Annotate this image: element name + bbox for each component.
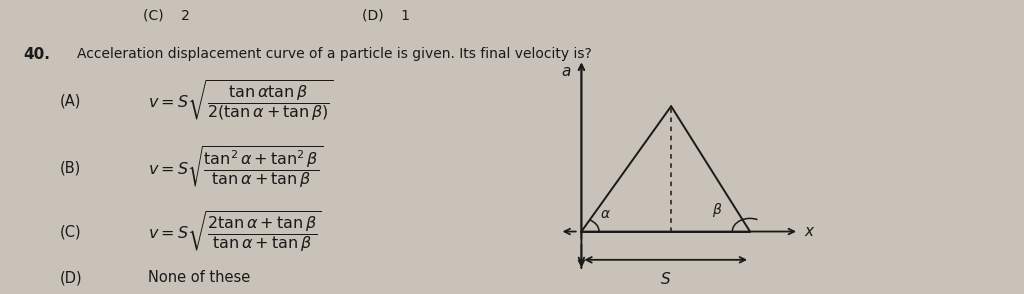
Text: $v=S\sqrt{\dfrac{\tan^2\alpha+\tan^2\beta}{\tan\alpha+\tan\beta}}$: $v=S\sqrt{\dfrac{\tan^2\alpha+\tan^2\bet… [148, 145, 324, 190]
Text: a: a [561, 64, 570, 79]
Text: $\beta$: $\beta$ [712, 201, 722, 219]
Text: (D): (D) [59, 270, 82, 285]
Text: x: x [804, 224, 813, 239]
Text: $v=S\sqrt{\dfrac{\tan\alpha\tan\beta}{2(\tan\alpha+\tan\beta)}}$: $v=S\sqrt{\dfrac{\tan\alpha\tan\beta}{2(… [148, 79, 335, 124]
Text: (D)    1: (D) 1 [362, 9, 410, 23]
Text: S: S [660, 272, 671, 287]
Text: (B): (B) [59, 160, 81, 175]
Text: $\alpha$: $\alpha$ [600, 208, 611, 221]
Text: $v=S\sqrt{\dfrac{2\tan\alpha+\tan\beta}{\tan\alpha+\tan\beta}}$: $v=S\sqrt{\dfrac{2\tan\alpha+\tan\beta}{… [148, 210, 322, 255]
Text: (C)    2: (C) 2 [143, 9, 189, 23]
Text: Acceleration displacement curve of a particle is given. Its final velocity is?: Acceleration displacement curve of a par… [77, 47, 592, 61]
Text: None of these: None of these [148, 270, 251, 285]
Text: 40.: 40. [24, 47, 50, 62]
Text: (A): (A) [59, 94, 81, 109]
Text: (C): (C) [59, 225, 81, 240]
